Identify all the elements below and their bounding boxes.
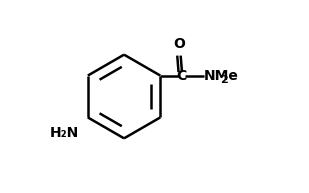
Text: H₂N: H₂N [50,126,79,140]
Text: O: O [173,37,185,51]
Text: C: C [176,69,186,83]
Text: 2: 2 [220,75,227,85]
Text: NMe: NMe [204,69,239,83]
